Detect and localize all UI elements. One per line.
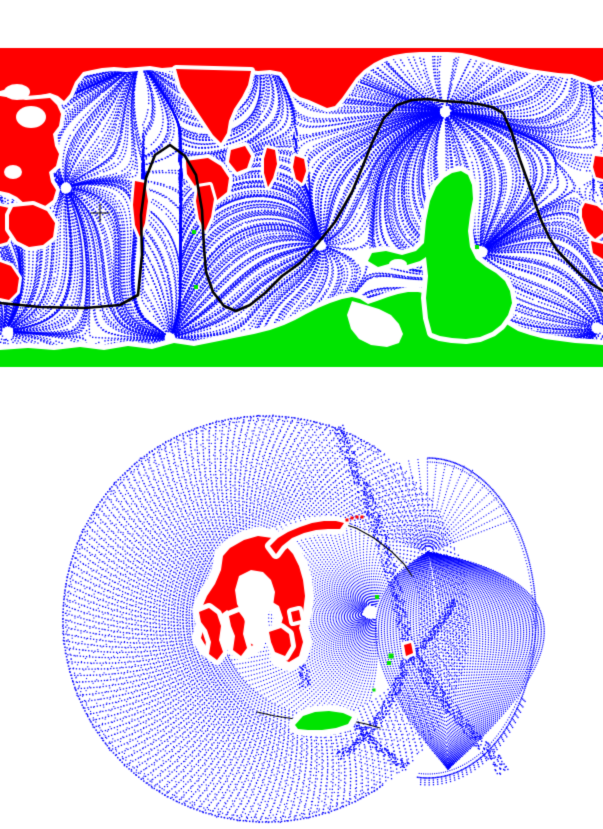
field-line-figure-canvas bbox=[0, 0, 603, 829]
figure-page bbox=[0, 0, 603, 829]
